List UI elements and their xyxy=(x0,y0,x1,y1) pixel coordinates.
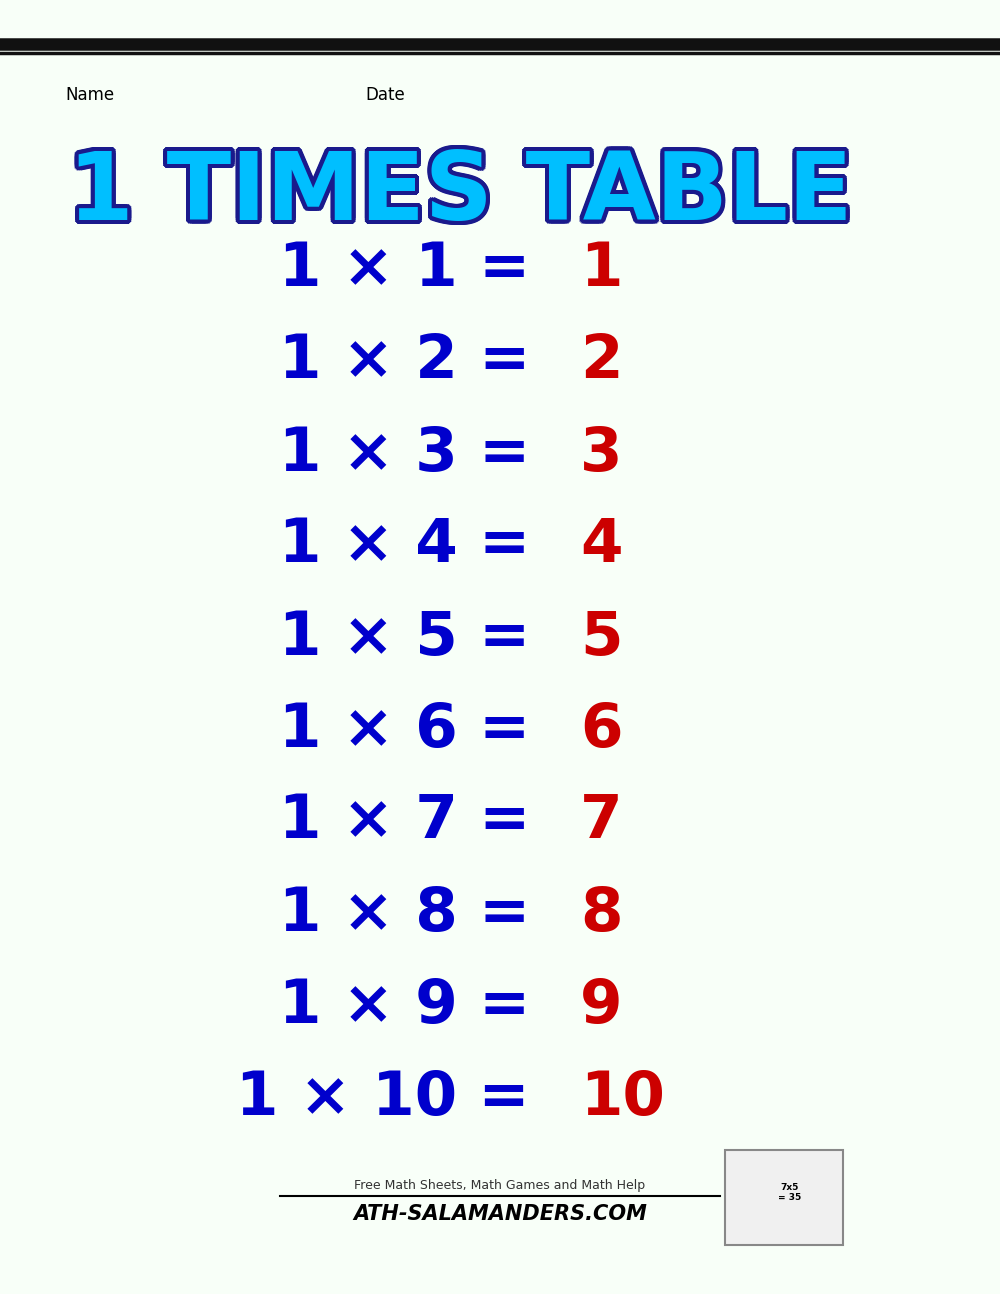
Text: 1 TIMES TABLE: 1 TIMES TABLE xyxy=(72,150,856,242)
Text: 8: 8 xyxy=(580,885,622,943)
Text: 1 TIMES TABLE: 1 TIMES TABLE xyxy=(71,145,855,237)
Text: 1 TIMES TABLE: 1 TIMES TABLE xyxy=(68,144,852,236)
Text: 1 TIMES TABLE: 1 TIMES TABLE xyxy=(72,148,856,239)
Text: 2: 2 xyxy=(580,333,623,392)
Text: 1 TIMES TABLE: 1 TIMES TABLE xyxy=(65,151,849,243)
Text: 7x5
= 35: 7x5 = 35 xyxy=(778,1183,802,1202)
Text: 1 × 8 =: 1 × 8 = xyxy=(279,885,530,943)
Text: 1 TIMES TABLE: 1 TIMES TABLE xyxy=(68,148,852,239)
Text: 1 TIMES TABLE: 1 TIMES TABLE xyxy=(66,144,850,236)
Text: 3: 3 xyxy=(580,424,622,484)
Text: 9: 9 xyxy=(580,977,622,1035)
Text: 5: 5 xyxy=(580,608,622,668)
Text: 1 TIMES TABLE: 1 TIMES TABLE xyxy=(68,151,852,245)
Text: 1 TIMES TABLE: 1 TIMES TABLE xyxy=(72,146,856,238)
Text: 6: 6 xyxy=(580,700,622,760)
Text: 1 TIMES TABLE: 1 TIMES TABLE xyxy=(70,144,854,236)
Text: Free Math Sheets, Math Games and Math Help: Free Math Sheets, Math Games and Math He… xyxy=(354,1180,646,1193)
Text: 1 × 7 =: 1 × 7 = xyxy=(279,792,530,851)
Text: 1 × 4 =: 1 × 4 = xyxy=(279,516,530,576)
Text: 1 × 10 =: 1 × 10 = xyxy=(236,1069,530,1127)
Text: 7: 7 xyxy=(580,792,623,851)
Text: 10: 10 xyxy=(580,1069,665,1127)
Text: 1 TIMES TABLE: 1 TIMES TABLE xyxy=(71,151,855,243)
Text: 1 TIMES TABLE: 1 TIMES TABLE xyxy=(64,146,848,238)
Text: Date: Date xyxy=(365,85,405,104)
Text: Name: Name xyxy=(65,85,114,104)
Text: 1 × 2 =: 1 × 2 = xyxy=(279,333,530,392)
Text: 1 TIMES TABLE: 1 TIMES TABLE xyxy=(66,151,850,245)
Text: 1 × 6 =: 1 × 6 = xyxy=(279,700,530,760)
Text: 1 TIMES TABLE: 1 TIMES TABLE xyxy=(64,148,848,239)
Text: 1 × 9 =: 1 × 9 = xyxy=(279,977,530,1035)
FancyBboxPatch shape xyxy=(725,1150,843,1245)
Text: ATH-SALAMANDERS.COM: ATH-SALAMANDERS.COM xyxy=(353,1203,647,1224)
Text: 1 × 1 =: 1 × 1 = xyxy=(279,241,530,299)
Text: 1 TIMES TABLE: 1 TIMES TABLE xyxy=(70,151,854,245)
Text: 1 TIMES TABLE: 1 TIMES TABLE xyxy=(64,150,848,242)
Text: 4: 4 xyxy=(580,516,622,576)
Text: 1 TIMES TABLE: 1 TIMES TABLE xyxy=(65,145,849,237)
Text: 1 × 5 =: 1 × 5 = xyxy=(279,608,530,668)
Text: 1: 1 xyxy=(580,241,622,299)
Text: 1 × 3 =: 1 × 3 = xyxy=(279,424,530,484)
